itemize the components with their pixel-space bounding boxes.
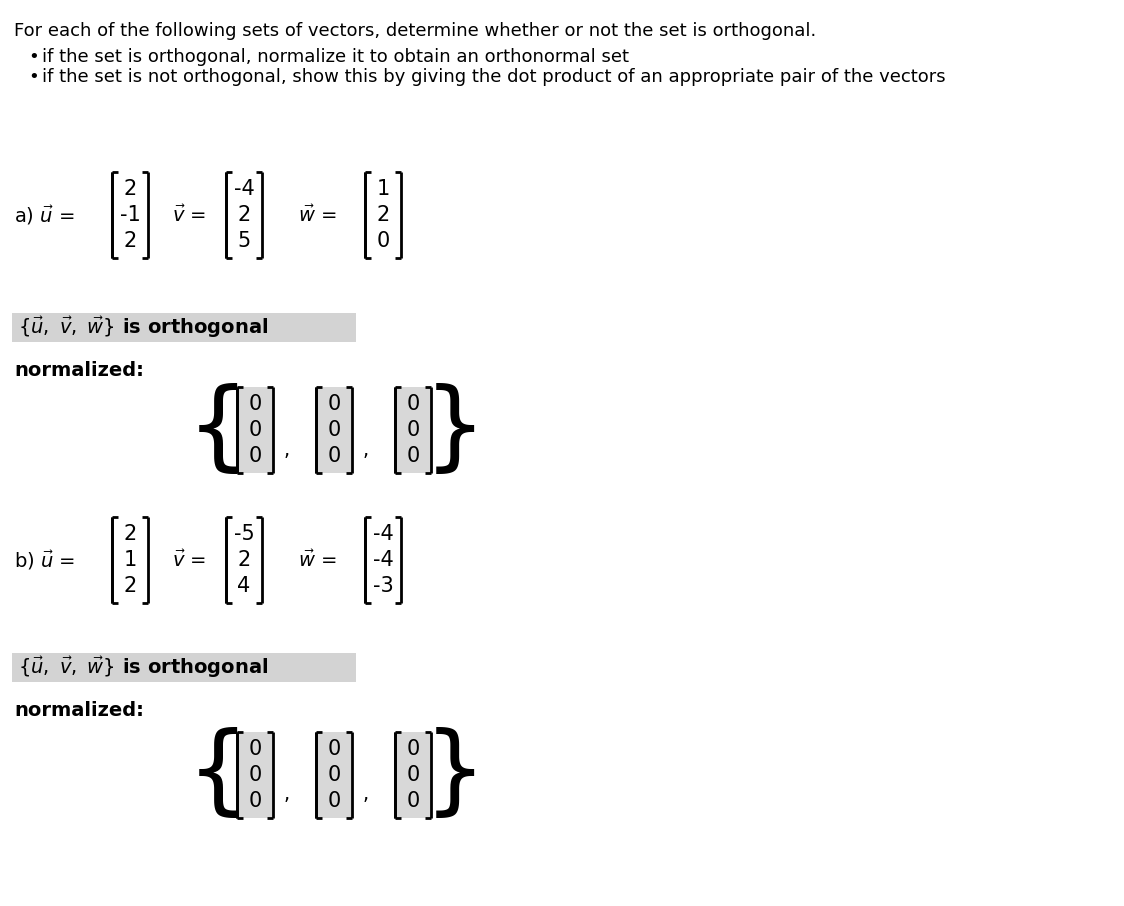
Text: $\{\vec{u},\ \vec{v},\ \vec{w}\}$ is orthogonal: $\{\vec{u},\ \vec{v},\ \vec{w}\}$ is ort…: [18, 655, 269, 680]
Text: 2: 2: [124, 179, 137, 199]
Text: ,: ,: [363, 440, 369, 459]
Text: if the set is orthogonal, normalize it to obtain an orthonormal set: if the set is orthogonal, normalize it t…: [42, 48, 629, 66]
Text: -1: -1: [119, 205, 140, 225]
Text: 0: 0: [248, 446, 262, 466]
FancyBboxPatch shape: [395, 387, 430, 473]
Text: -3: -3: [373, 576, 393, 596]
Text: 0: 0: [407, 394, 419, 414]
FancyBboxPatch shape: [316, 732, 352, 818]
Text: {: {: [187, 728, 250, 823]
Text: For each of the following sets of vectors, determine whether or not the set is o: For each of the following sets of vector…: [13, 22, 816, 40]
Text: 5: 5: [237, 231, 251, 251]
Text: 0: 0: [407, 420, 419, 440]
Text: 0: 0: [248, 394, 262, 414]
Text: $\{\vec{u},\ \vec{v},\ \vec{w}\}$ is orthogonal: $\{\vec{u},\ \vec{v},\ \vec{w}\}$ is ort…: [18, 315, 269, 340]
Text: 0: 0: [248, 765, 262, 785]
Text: -4: -4: [373, 550, 393, 570]
Text: 0: 0: [407, 739, 419, 759]
Text: 0: 0: [407, 446, 419, 466]
Text: 2: 2: [237, 550, 251, 570]
Text: 0: 0: [327, 446, 341, 466]
Text: 1: 1: [124, 550, 137, 570]
Text: }: }: [424, 728, 487, 823]
Text: 0: 0: [248, 791, 262, 811]
Text: -5: -5: [234, 524, 254, 544]
Text: 0: 0: [248, 420, 262, 440]
Text: $\vec{v}$ =: $\vec{v}$ =: [172, 205, 206, 226]
Text: ,: ,: [363, 786, 369, 805]
Text: 0: 0: [407, 765, 419, 785]
Text: {: {: [187, 382, 250, 477]
Text: $\vec{w}$ =: $\vec{w}$ =: [298, 549, 336, 571]
Text: •: •: [28, 68, 38, 86]
FancyBboxPatch shape: [395, 732, 430, 818]
Text: b) $\vec{u}$ =: b) $\vec{u}$ =: [13, 548, 75, 572]
Text: 0: 0: [407, 791, 419, 811]
Text: $\vec{v}$ =: $\vec{v}$ =: [172, 549, 206, 571]
Text: -4: -4: [373, 524, 393, 544]
Text: 0: 0: [377, 231, 390, 251]
Text: 2: 2: [124, 524, 137, 544]
Text: normalized:: normalized:: [13, 361, 144, 380]
Text: 0: 0: [327, 791, 341, 811]
Text: 0: 0: [327, 394, 341, 414]
FancyBboxPatch shape: [237, 732, 273, 818]
Text: 4: 4: [237, 576, 251, 596]
Text: 2: 2: [377, 205, 390, 225]
Text: 2: 2: [124, 231, 137, 251]
Text: 0: 0: [248, 739, 262, 759]
FancyBboxPatch shape: [316, 387, 352, 473]
FancyBboxPatch shape: [237, 387, 273, 473]
Text: 0: 0: [327, 739, 341, 759]
Text: 1: 1: [377, 179, 390, 199]
Text: normalized:: normalized:: [13, 700, 144, 719]
Text: -4: -4: [234, 179, 254, 199]
Text: $\vec{w}$ =: $\vec{w}$ =: [298, 205, 336, 226]
FancyBboxPatch shape: [12, 313, 356, 342]
Text: 2: 2: [237, 205, 251, 225]
Text: 0: 0: [327, 420, 341, 440]
Text: }: }: [424, 382, 487, 477]
Text: •: •: [28, 48, 38, 66]
Text: ,: ,: [284, 786, 290, 805]
Text: 2: 2: [124, 576, 137, 596]
FancyBboxPatch shape: [12, 653, 356, 682]
Text: a) $\vec{u}$ =: a) $\vec{u}$ =: [13, 203, 74, 226]
Text: if the set is not orthogonal, show this by giving the dot product of an appropri: if the set is not orthogonal, show this …: [42, 68, 945, 86]
Text: ,: ,: [284, 440, 290, 459]
Text: 0: 0: [327, 765, 341, 785]
